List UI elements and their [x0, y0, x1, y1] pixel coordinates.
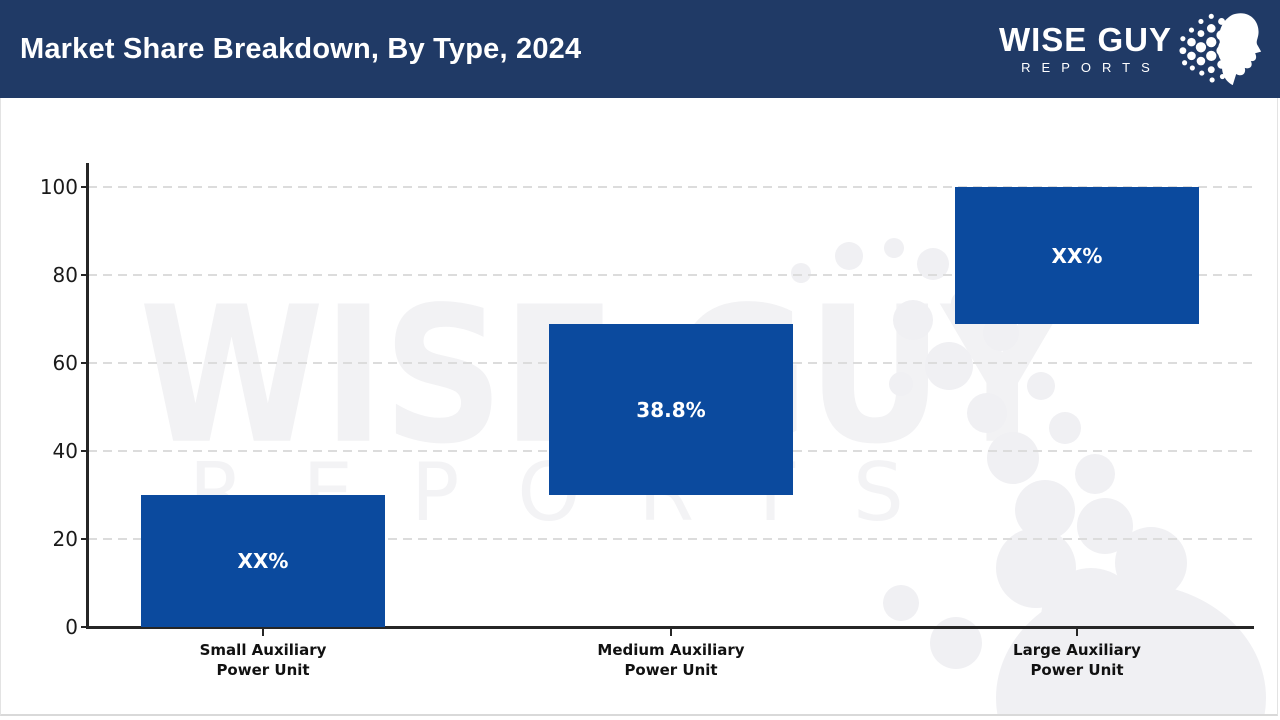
logo-text-line2: REPORTS	[1021, 60, 1161, 75]
wiseguy-logo: WISE GUY REPORTS	[999, 9, 1262, 89]
chart-title: Market Share Breakdown, By Type, 2024	[20, 32, 582, 65]
header-bar: Market Share Breakdown, By Type, 2024 WI…	[0, 0, 1280, 98]
chart-area: WISE GUY REPORTS	[0, 98, 1278, 716]
watermark-face-dots	[791, 238, 1266, 714]
logo-wordmark: WISE GUY REPORTS	[998, 21, 1172, 76]
logo-text-line1: WISE GUY	[998, 21, 1172, 58]
logo-face-icon	[1179, 13, 1262, 86]
